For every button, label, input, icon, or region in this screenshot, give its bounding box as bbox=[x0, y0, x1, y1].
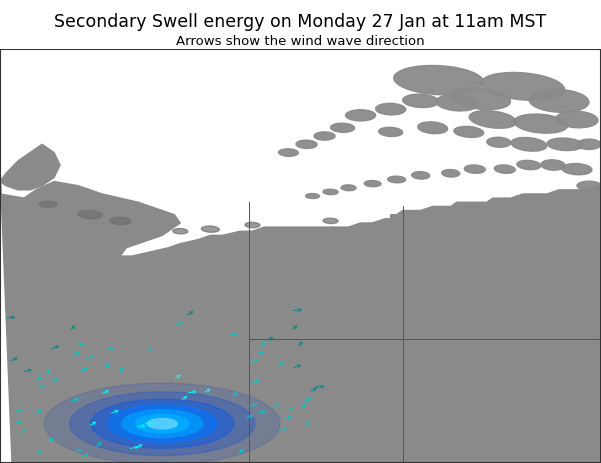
Text: Arrows show the wind wave direction: Arrows show the wind wave direction bbox=[176, 35, 425, 48]
Ellipse shape bbox=[565, 194, 589, 203]
Polygon shape bbox=[122, 410, 203, 438]
Ellipse shape bbox=[201, 226, 219, 233]
Ellipse shape bbox=[529, 90, 589, 113]
Polygon shape bbox=[0, 166, 601, 463]
Ellipse shape bbox=[245, 223, 260, 228]
Polygon shape bbox=[0, 145, 60, 190]
Ellipse shape bbox=[394, 66, 484, 96]
Ellipse shape bbox=[323, 219, 338, 224]
Ellipse shape bbox=[495, 166, 515, 174]
Polygon shape bbox=[91, 399, 234, 448]
Ellipse shape bbox=[388, 177, 406, 183]
Ellipse shape bbox=[511, 138, 547, 152]
Ellipse shape bbox=[436, 96, 478, 112]
Ellipse shape bbox=[547, 139, 583, 151]
Ellipse shape bbox=[364, 181, 381, 188]
Ellipse shape bbox=[555, 203, 575, 211]
Ellipse shape bbox=[442, 170, 460, 178]
Ellipse shape bbox=[541, 161, 565, 171]
Ellipse shape bbox=[379, 128, 403, 137]
Ellipse shape bbox=[39, 202, 57, 208]
Ellipse shape bbox=[173, 229, 188, 234]
Ellipse shape bbox=[346, 111, 376, 122]
Ellipse shape bbox=[110, 218, 130, 225]
Ellipse shape bbox=[481, 73, 564, 101]
Ellipse shape bbox=[562, 164, 592, 175]
Ellipse shape bbox=[517, 161, 541, 170]
Ellipse shape bbox=[323, 190, 338, 195]
Ellipse shape bbox=[465, 166, 485, 174]
Ellipse shape bbox=[577, 140, 601, 150]
Ellipse shape bbox=[78, 211, 102, 219]
Ellipse shape bbox=[577, 182, 601, 191]
Ellipse shape bbox=[487, 138, 511, 148]
Polygon shape bbox=[0, 194, 132, 298]
Ellipse shape bbox=[418, 123, 448, 134]
Ellipse shape bbox=[454, 127, 484, 138]
Ellipse shape bbox=[306, 194, 319, 199]
Polygon shape bbox=[108, 405, 217, 443]
Ellipse shape bbox=[532, 220, 549, 226]
Polygon shape bbox=[135, 414, 189, 433]
Polygon shape bbox=[147, 419, 177, 429]
Ellipse shape bbox=[341, 186, 356, 191]
Ellipse shape bbox=[451, 89, 510, 110]
Ellipse shape bbox=[514, 115, 568, 134]
Ellipse shape bbox=[556, 112, 598, 129]
Ellipse shape bbox=[314, 132, 335, 141]
Text: Secondary Swell energy on Monday 27 Jan at 11am MST: Secondary Swell energy on Monday 27 Jan … bbox=[54, 13, 547, 31]
Ellipse shape bbox=[296, 141, 317, 149]
Ellipse shape bbox=[376, 104, 406, 116]
Ellipse shape bbox=[412, 172, 430, 180]
Polygon shape bbox=[70, 392, 255, 456]
Ellipse shape bbox=[469, 112, 516, 129]
Ellipse shape bbox=[544, 212, 562, 219]
Ellipse shape bbox=[403, 95, 439, 108]
Ellipse shape bbox=[331, 124, 355, 133]
Ellipse shape bbox=[279, 150, 298, 157]
Polygon shape bbox=[44, 383, 280, 463]
